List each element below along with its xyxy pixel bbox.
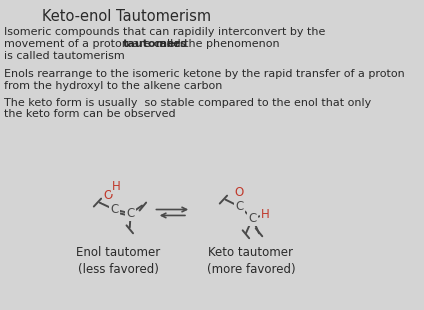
Text: H: H — [112, 180, 121, 193]
Text: Enol tautomer
(less favored): Enol tautomer (less favored) — [76, 246, 160, 276]
Text: the keto form can be observed: the keto form can be observed — [4, 109, 176, 119]
Text: O: O — [235, 186, 244, 199]
Text: O: O — [103, 189, 112, 202]
Text: Keto-enol Tautomerism: Keto-enol Tautomerism — [42, 9, 212, 24]
Text: tautomers: tautomers — [123, 39, 187, 49]
Text: C: C — [126, 207, 135, 220]
Text: Enols rearrange to the isomeric ketone by the rapid transfer of a proton: Enols rearrange to the isomeric ketone b… — [4, 69, 404, 79]
Text: is called tautomerism: is called tautomerism — [4, 51, 125, 61]
Text: C: C — [110, 203, 118, 216]
Text: and the phenomenon: and the phenomenon — [156, 39, 280, 49]
Text: from the hydroxyl to the alkene carbon: from the hydroxyl to the alkene carbon — [4, 81, 222, 91]
Text: The keto form is usually  so stable compared to the enol that only: The keto form is usually so stable compa… — [4, 98, 371, 108]
Text: Isomeric compounds that can rapidily interconvert by the: Isomeric compounds that can rapidily int… — [4, 27, 325, 37]
Text: H: H — [261, 208, 270, 221]
Text: Keto tautomer
(more favored): Keto tautomer (more favored) — [206, 246, 295, 276]
Text: movement of a proton are called: movement of a proton are called — [4, 39, 191, 49]
Text: C: C — [235, 200, 243, 213]
Text: C: C — [248, 212, 257, 225]
